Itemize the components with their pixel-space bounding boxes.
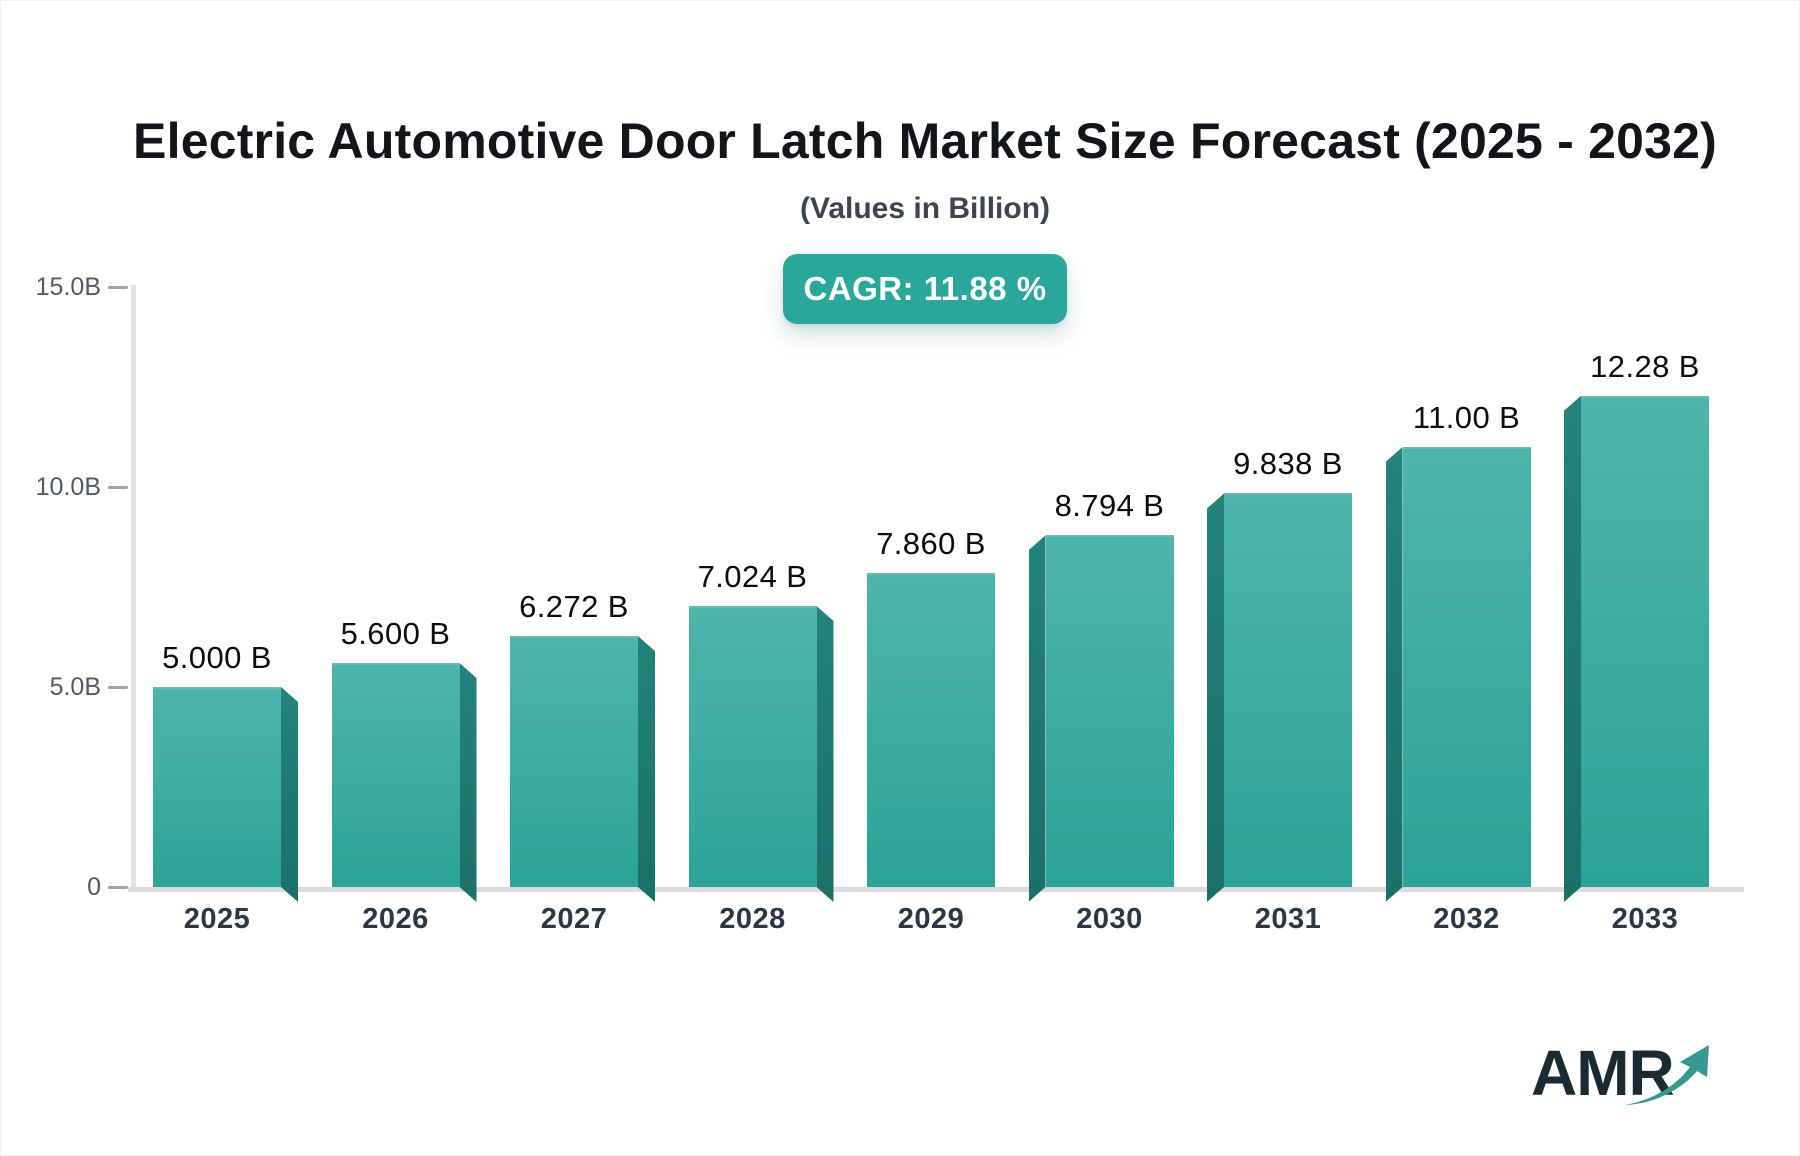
- bar-value-label-2031: 9.838 B: [1233, 446, 1343, 482]
- bar-2028: [688, 606, 817, 887]
- bar-2033: [1581, 395, 1709, 887]
- cagr-badge: CAGR: 11.88 %: [783, 254, 1067, 324]
- y-tick-mark: [108, 486, 128, 489]
- cagr-badge-label: CAGR: 11.88 %: [803, 270, 1047, 307]
- bar-2032: [1402, 447, 1531, 887]
- bar-value-label-2025: 5.000 B: [162, 640, 272, 675]
- bar-side-2030: [1029, 535, 1046, 902]
- bar-side-2026: [460, 663, 477, 902]
- bar-side-2025: [281, 687, 298, 902]
- bar-value-label-2033: 12.28 B: [1590, 348, 1700, 384]
- bar-value-label-2030: 8.794 B: [1054, 488, 1165, 524]
- bar-2026: [331, 663, 460, 887]
- y-tick-label-5.0B: 5.0B: [49, 673, 101, 701]
- amr-logo: AMR: [1521, 1029, 1731, 1121]
- amr-logo-text: AMR: [1531, 1037, 1675, 1109]
- bar-value-label-2026: 5.600 B: [340, 616, 451, 651]
- bar-side-2031: [1207, 493, 1224, 902]
- bar-side-2027: [638, 636, 655, 902]
- x-axis-baseline: [128, 887, 1744, 892]
- bar-2027: [510, 636, 638, 887]
- bar-value-label-2029: 7.860 B: [876, 525, 986, 561]
- y-tick-mark: [108, 286, 128, 289]
- bar-side-2033: [1564, 396, 1581, 902]
- x-tick-label-2031: 2031: [1254, 903, 1322, 935]
- bar-value-label-2032: 11.00 B: [1412, 400, 1521, 435]
- y-tick-mark: [108, 686, 128, 689]
- y-tick-label-0: 0: [87, 873, 101, 901]
- x-tick-label-2030: 2030: [1076, 903, 1143, 935]
- y-axis-line: [131, 285, 136, 892]
- x-tick-label-2029: 2029: [897, 903, 965, 935]
- bar-value-label-2027: 6.272 B: [519, 589, 629, 625]
- trending-up-arrow-icon: [1625, 1045, 1709, 1105]
- bar-2025: [153, 687, 281, 887]
- x-tick-label-2028: 2028: [719, 903, 786, 935]
- bar-2031: [1224, 493, 1352, 887]
- x-tick-label-2033: 2033: [1611, 903, 1679, 935]
- x-tick-label-2032: 2032: [1433, 903, 1500, 935]
- chart-subtitle: (Values in Billion): [799, 192, 1051, 225]
- x-tick-label-2025: 2025: [183, 903, 251, 935]
- x-tick-label-2026: 2026: [362, 903, 429, 935]
- bar-2029: [867, 572, 995, 887]
- y-tick-label-15.0B: 15.0B: [35, 273, 101, 301]
- y-tick-mark: [108, 886, 128, 889]
- bar-side-2032: [1386, 447, 1403, 902]
- bar-value-label-2028: 7.024 B: [697, 559, 808, 595]
- page-title: Electric Automotive Door Latch Market Si…: [133, 113, 1717, 169]
- y-tick-label-10.0B: 10.0B: [35, 473, 101, 501]
- bar-side-2028: [817, 606, 834, 902]
- x-tick-label-2027: 2027: [540, 903, 608, 935]
- bar-2030: [1045, 535, 1174, 887]
